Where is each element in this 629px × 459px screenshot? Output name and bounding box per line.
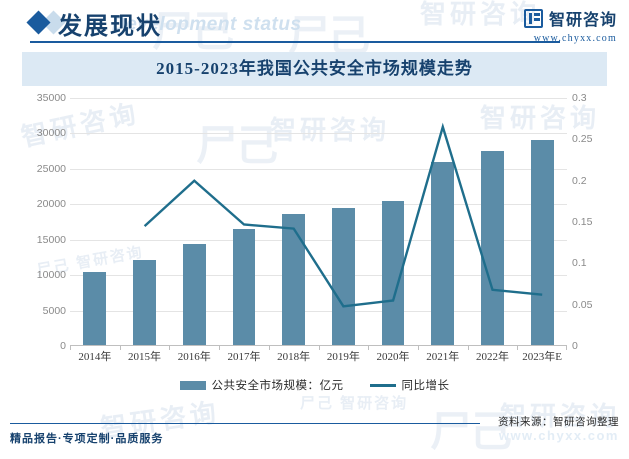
- x-axis-tick-label: 2021年: [426, 351, 460, 363]
- chart-gridlines: [70, 98, 567, 346]
- x-axis-tick: [219, 346, 221, 350]
- y-axis-right-tick-label: 0.25: [572, 133, 593, 146]
- legend-item-line: 同比增长: [369, 377, 450, 393]
- chart-title: 2015-2023年我国公共安全市场规模走势: [156, 59, 473, 78]
- gridline: [70, 204, 567, 206]
- chart-title-bar: [22, 52, 607, 86]
- y-axis-right-tick-label: 0.3: [572, 92, 587, 104]
- x-axis-tick-label: 2015年: [128, 351, 162, 363]
- x-axis-tick-label: 2023年E: [522, 351, 562, 363]
- x-axis-tick-label: 2017年: [227, 351, 261, 363]
- gridline: [70, 275, 567, 277]
- chart-line-series: [143, 122, 543, 308]
- y-axis-tick-label: 20000: [36, 198, 66, 211]
- chart-bar[interactable]: [282, 213, 306, 345]
- x-axis-tick-label: 2022年: [475, 351, 509, 363]
- slide-header: Development status 发展现状 智研咨询 www.chyxx.c…: [0, 0, 629, 44]
- brand-name: 智研咨询: [548, 12, 617, 29]
- x-axis-tick: [70, 346, 71, 350]
- chart-card: 2015-2023年我国公共安全市场规模走势 0 5000 10000 15000 20…: [22, 52, 607, 402]
- chart-bar[interactable]: [331, 207, 355, 345]
- brand-logo-icon: [523, 8, 543, 28]
- gridline: [70, 133, 567, 135]
- x-axis-tick: [417, 346, 419, 350]
- header-subtitle: Development status: [112, 14, 302, 35]
- diamond-bullet-icon: [26, 10, 51, 35]
- y-axis-tick-label: 10000: [36, 269, 66, 282]
- footer-watermark-url: www.chyxx.com: [498, 428, 619, 443]
- gridline: [70, 310, 567, 312]
- gridline: [70, 168, 567, 170]
- x-axis-line: [70, 345, 567, 346]
- y-axis-left-labels: 0 5000 10000 15000 20000 25000 30000 35000: [22, 93, 70, 352]
- x-axis-tick-label: 2016年: [177, 351, 211, 363]
- y-axis-right-labels: 0 0.05 0.1 0.15 0.2 0.25 0.3: [570, 93, 610, 352]
- x-axis-tick: [368, 346, 370, 350]
- chart-legend: 公共安全市场规模：亿元 同比增长: [22, 374, 607, 396]
- header-divider: [30, 41, 560, 43]
- x-axis-tick-label: 2019年: [326, 351, 360, 363]
- x-axis-tick-label: 2014年: [78, 351, 112, 363]
- chart-bar[interactable]: [133, 259, 156, 345]
- x-axis-labels: 2014年 2015年 2016年 2017年 2018年 2019年 2020年 2021年…: [70, 348, 567, 368]
- legend-label-bar: 公共安全市场规模：亿元: [211, 380, 344, 392]
- legend-label-line: 同比增长: [401, 380, 450, 392]
- x-axis-tick: [467, 346, 469, 350]
- x-axis-tick: [268, 346, 270, 350]
- x-axis-tick: [169, 346, 171, 350]
- chart-bar[interactable]: [83, 272, 107, 345]
- y-axis-tick-label: 25000: [36, 162, 66, 175]
- page-title: 发展现状: [58, 14, 162, 40]
- x-axis-tick: [119, 346, 121, 350]
- y-axis-right-tick-label: 0.05: [572, 298, 593, 311]
- gridline: [70, 239, 567, 241]
- footer-tagline: 精品报告·专项定制·品质服务: [10, 433, 164, 445]
- gridline: [70, 98, 567, 99]
- y-axis-right-tick-label: 0.1: [572, 257, 587, 270]
- y-axis-tick-label: 30000: [36, 127, 66, 140]
- y-axis-tick-label: 35000: [36, 92, 66, 104]
- legend-swatch-bar-icon: [179, 380, 206, 390]
- chart-plot-area: 0 5000 10000 15000 20000 25000 30000 35000 0 0.0…: [22, 93, 610, 352]
- y-axis-tick-label: 5000: [42, 304, 66, 317]
- chart-bar[interactable]: [481, 150, 504, 345]
- legend-swatch-line-icon: [369, 383, 396, 387]
- x-axis-tick: [566, 346, 567, 350]
- brand-block: 智研咨询 www.chyxx.com: [523, 6, 617, 44]
- y-axis-tick-label: 15000: [36, 233, 66, 246]
- footer-divider: [10, 423, 480, 424]
- chart-bar[interactable]: [232, 228, 256, 345]
- y-axis-right-tick-label: 0.2: [572, 174, 587, 187]
- x-axis-tick-label: 2018年: [277, 351, 311, 363]
- chart-bar[interactable]: [431, 162, 455, 345]
- chart-bar[interactable]: [182, 243, 206, 345]
- y-axis-tick-label: 0: [60, 340, 66, 352]
- line-path: [143, 122, 543, 308]
- y-axis-right-tick-label: 0.15: [572, 216, 593, 228]
- legend-item-bar: 公共安全市场规模：亿元: [179, 377, 344, 393]
- y-axis-right-tick-label: 0: [572, 340, 578, 352]
- chart-source-note: 资料来源：智研咨询整理: [498, 416, 619, 428]
- x-axis-tick-label: 2020年: [376, 351, 410, 363]
- x-axis-tick: [318, 346, 320, 350]
- chart-bar[interactable]: [381, 201, 405, 345]
- x-axis-tick: [517, 346, 519, 350]
- brand-url: www.chyxx.com: [533, 33, 617, 44]
